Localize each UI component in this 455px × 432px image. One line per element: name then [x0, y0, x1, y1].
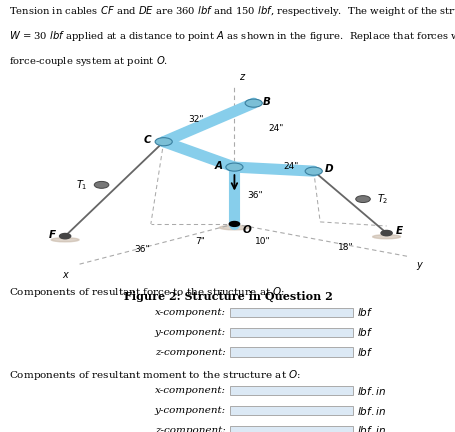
Text: $lbf$: $lbf$ [356, 306, 372, 318]
Text: 36": 36" [134, 245, 150, 254]
Text: F: F [48, 229, 56, 239]
FancyBboxPatch shape [230, 308, 353, 317]
Circle shape [94, 181, 109, 188]
Text: D: D [324, 164, 332, 174]
Text: z-component:: z-component: [155, 426, 225, 432]
Ellipse shape [219, 226, 249, 230]
FancyBboxPatch shape [230, 347, 353, 357]
Circle shape [60, 233, 71, 239]
Text: O: O [242, 225, 250, 235]
Circle shape [304, 167, 322, 175]
Circle shape [245, 99, 262, 107]
Text: 36": 36" [247, 191, 263, 200]
FancyBboxPatch shape [230, 406, 353, 415]
Text: Components of resultant force to the structure at $O$:: Components of resultant force to the str… [9, 285, 285, 299]
Text: force-couple system at point $O$.: force-couple system at point $O$. [9, 54, 168, 68]
Text: C: C [144, 135, 152, 145]
Text: z-component:: z-component: [155, 348, 225, 357]
Ellipse shape [372, 235, 399, 239]
FancyBboxPatch shape [230, 327, 353, 337]
Text: $lbf.in$: $lbf.in$ [356, 425, 385, 432]
Text: $W$ = 30 $\mathit{lbf}$ applied at a distance to point $\mathit{A}$ as shown in : $W$ = 30 $\mathit{lbf}$ applied at a dis… [9, 29, 455, 43]
Text: $lbf$: $lbf$ [356, 346, 372, 358]
Circle shape [155, 138, 172, 146]
Text: Tension in cables $\mathit{CF}$ and $\mathit{DE}$ are 360 $\mathit{lbf}$ and 150: Tension in cables $\mathit{CF}$ and $\ma… [9, 4, 455, 18]
Text: $lbf$: $lbf$ [356, 326, 372, 338]
Text: 10": 10" [254, 237, 269, 246]
Text: B: B [263, 97, 270, 107]
Circle shape [225, 163, 243, 171]
Text: E: E [395, 226, 402, 236]
Text: y: y [416, 260, 421, 270]
Text: x-component:: x-component: [154, 308, 225, 317]
FancyBboxPatch shape [230, 386, 353, 395]
Text: $T_2$: $T_2$ [376, 192, 387, 206]
Text: y-component:: y-component: [154, 406, 225, 415]
Ellipse shape [51, 238, 79, 242]
Circle shape [380, 230, 391, 236]
Text: 24": 24" [268, 124, 283, 133]
Circle shape [229, 222, 239, 226]
Text: Components of resultant moment to the structure at $O$:: Components of resultant moment to the st… [9, 368, 301, 381]
Text: 7": 7" [195, 237, 205, 246]
Text: 24": 24" [283, 162, 298, 171]
Text: $lbf.in$: $lbf.in$ [356, 384, 385, 397]
Text: $T_1$: $T_1$ [76, 178, 88, 192]
Text: x-component:: x-component: [154, 386, 225, 395]
Text: A: A [214, 161, 222, 171]
Text: $lbf.in$: $lbf.in$ [356, 404, 385, 416]
Circle shape [355, 196, 369, 203]
Text: x: x [62, 270, 68, 280]
Text: 32": 32" [188, 115, 203, 124]
Text: 18": 18" [337, 243, 353, 252]
Text: Figure 2: Structure in Question 2: Figure 2: Structure in Question 2 [123, 291, 332, 302]
Text: z: z [238, 72, 243, 82]
Text: y-component:: y-component: [154, 328, 225, 337]
FancyBboxPatch shape [230, 426, 353, 432]
